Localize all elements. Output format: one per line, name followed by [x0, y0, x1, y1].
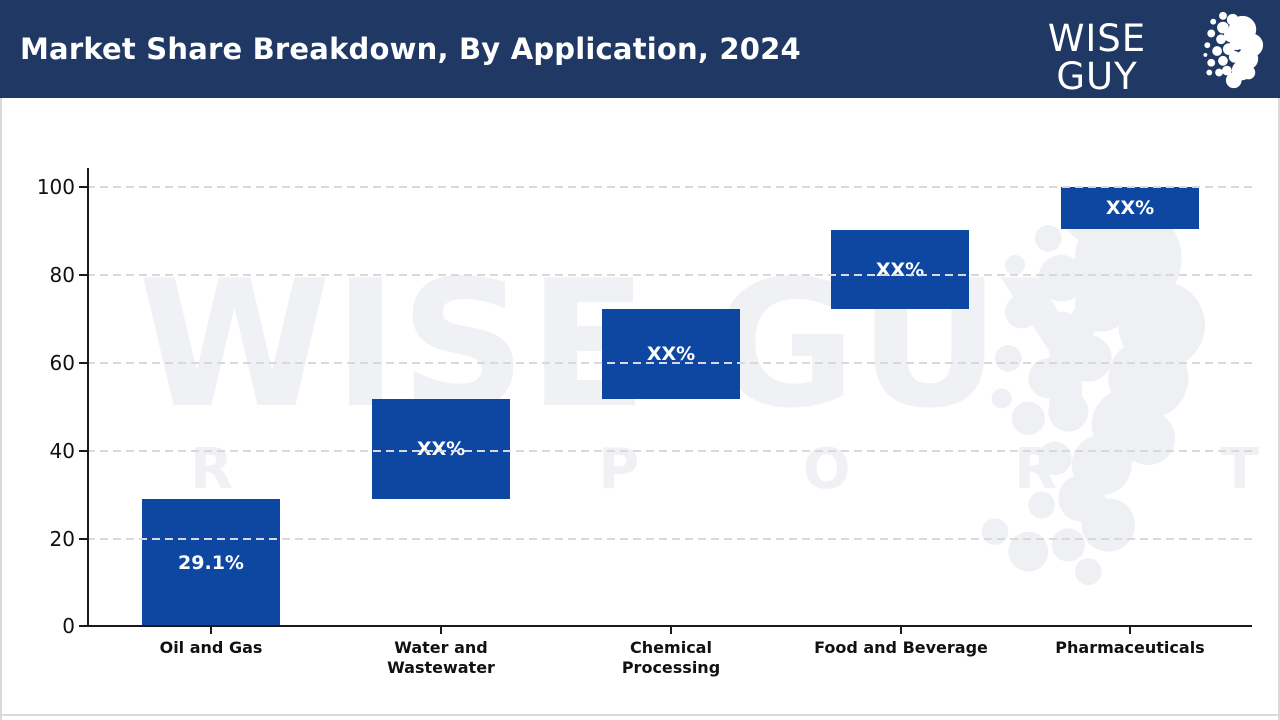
y-tick: [79, 538, 87, 540]
bar-value-label: 29.1%: [178, 551, 244, 574]
gridline-100: [87, 186, 1252, 188]
logo-wordmark: WISE GUY: [1047, 17, 1147, 98]
bar-chemical-processing: XX%: [602, 309, 740, 399]
x-axis-line: [87, 625, 1252, 627]
x-tick: [670, 627, 672, 634]
x-tick: [440, 627, 442, 634]
page-border-right: [1278, 98, 1280, 720]
x-label-line: Pharmaceuticals: [1055, 638, 1205, 657]
y-tick: [79, 625, 87, 627]
header-bar: Market Share Breakdown, By Application, …: [0, 0, 1280, 127]
gridline-40: [87, 450, 1252, 452]
x-label-line: Wastewater: [387, 658, 495, 677]
gridline-80: [87, 274, 1252, 276]
wiseguy-logo: WISE GUY R E P O R T S: [1006, 6, 1266, 127]
x-tick: [900, 627, 902, 634]
y-tick: [79, 362, 87, 364]
x-tick: [210, 627, 212, 634]
bar-water-and-wastewater: XX%: [372, 399, 510, 499]
page-border-bottom: [0, 714, 1280, 716]
x-label-pharmaceuticals: Pharmaceuticals: [1010, 638, 1250, 658]
x-label-line: Food and Beverage: [814, 638, 988, 657]
y-axis-line: [87, 168, 89, 627]
page-border-left: [0, 98, 2, 720]
gridline-60: [87, 362, 1252, 364]
x-label-line: Oil and Gas: [159, 638, 263, 657]
bar-value-label: XX%: [646, 343, 696, 365]
bar-food-and-beverage: XX%: [831, 230, 969, 309]
gridline-20: [87, 538, 1252, 540]
bar-oil-and-gas: 29.1%: [142, 499, 280, 626]
bar-value-label: XX%: [1105, 197, 1155, 219]
bar-value-label: XX%: [875, 258, 925, 281]
x-label-line: Chemical: [630, 638, 712, 657]
y-tick-label: 60: [49, 351, 75, 375]
chart-title: Market Share Breakdown, By Application, …: [20, 32, 801, 66]
y-tick-label: 40: [49, 439, 75, 463]
y-tick: [79, 186, 87, 188]
x-label-food-and-beverage: Food and Beverage: [781, 638, 1021, 658]
y-tick-label: 0: [62, 614, 75, 638]
bar-pharmaceuticals: XX%: [1061, 187, 1199, 229]
x-label-oil-and-gas: Oil and Gas: [91, 638, 331, 658]
x-label-line: Processing: [621, 658, 721, 677]
x-label-water-and-wastewater: Water and Wastewater: [321, 638, 561, 678]
wiseguy-logo-text: WISE GUY R E P O R T S: [1006, 17, 1188, 128]
logo-subtitle: R E P O R T S: [1015, 97, 1188, 127]
x-label-chemical-processing: Chemical Processing: [551, 638, 791, 678]
y-tick-label: 20: [49, 527, 75, 551]
bar-value-label: XX%: [416, 438, 466, 460]
x-tick: [1129, 627, 1131, 634]
x-label-line: Water and: [394, 638, 488, 657]
wiseguy-face-icon: [1203, 11, 1264, 89]
y-tick: [79, 274, 87, 276]
y-tick-label: 80: [49, 263, 75, 287]
y-tick: [79, 450, 87, 452]
y-tick-label: 100: [36, 175, 75, 199]
